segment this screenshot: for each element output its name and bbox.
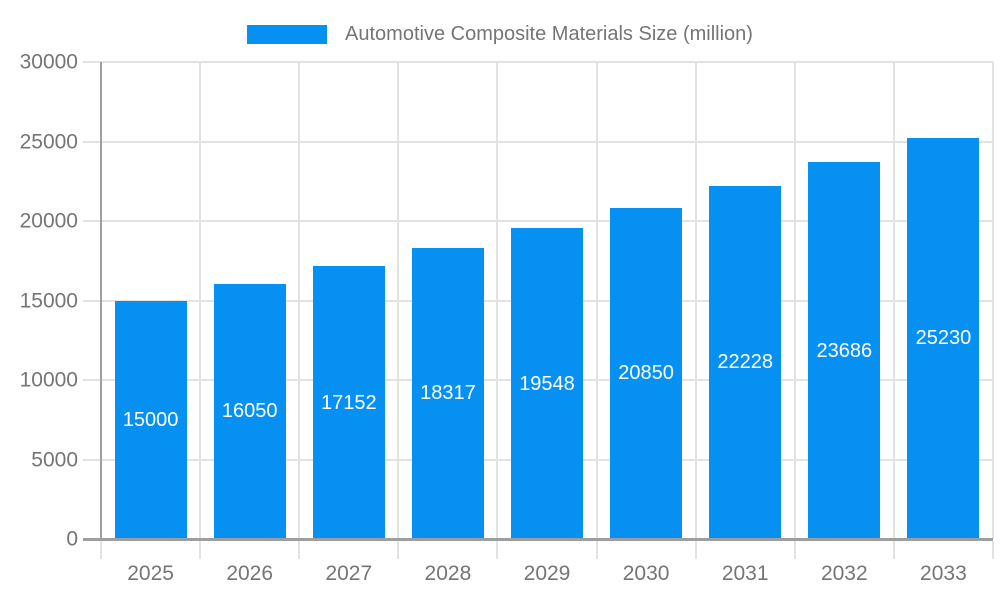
x-axis-tick xyxy=(694,541,697,559)
x-gridline xyxy=(892,62,895,539)
y-axis-tick xyxy=(83,299,101,302)
bar xyxy=(213,283,286,539)
y-axis-label: 30000 xyxy=(19,50,78,74)
bar-value-label: 17152 xyxy=(320,391,377,414)
x-axis-tick xyxy=(397,541,400,559)
bar-value-label: 19548 xyxy=(519,372,575,395)
x-gridline xyxy=(496,62,499,539)
y-axis-tick xyxy=(83,140,101,143)
x-axis-label: 2026 xyxy=(226,562,274,585)
x-gridline xyxy=(694,62,697,539)
y-axis-label: 15000 xyxy=(19,289,78,312)
bar xyxy=(411,247,484,539)
x-axis-tick xyxy=(298,541,301,559)
x-gridline xyxy=(793,62,796,539)
x-axis-tick xyxy=(199,541,202,559)
bar-value-label: 25230 xyxy=(915,327,972,350)
bar xyxy=(312,266,385,539)
y-axis-label: 20000 xyxy=(19,209,78,233)
y-axis-tick xyxy=(83,220,101,222)
x-axis-label: 2028 xyxy=(424,562,472,585)
x-axis-label: 2031 xyxy=(721,562,769,585)
x-gridline xyxy=(397,62,400,539)
bar-value-label: 22228 xyxy=(717,351,773,374)
x-gridline xyxy=(298,62,301,539)
y-axis-tick xyxy=(83,379,101,381)
x-gridline xyxy=(595,62,598,539)
bar xyxy=(907,137,980,539)
bar xyxy=(610,207,683,539)
legend-swatch xyxy=(247,24,328,44)
x-gridline xyxy=(199,62,202,539)
x-axis-tick xyxy=(100,541,102,559)
x-axis-label: 2025 xyxy=(127,562,174,585)
y-gridline xyxy=(101,140,993,143)
y-axis-label: 25000 xyxy=(19,130,78,153)
x-axis-label: 2033 xyxy=(920,562,967,585)
x-axis-label: 2030 xyxy=(622,562,670,585)
x-axis-label: 2027 xyxy=(325,562,373,585)
bar-value-label: 23686 xyxy=(816,339,873,362)
y-axis-tick xyxy=(83,458,101,461)
x-axis-tick xyxy=(793,541,796,559)
bar xyxy=(808,162,881,539)
bar-value-label: 16050 xyxy=(221,400,278,423)
bar xyxy=(511,228,583,539)
x-axis-tick xyxy=(496,541,499,559)
x-axis-label: 2032 xyxy=(820,562,868,585)
y-axis-label: 0 xyxy=(66,527,78,551)
x-axis-label: 2029 xyxy=(523,562,571,585)
x-axis-tick xyxy=(595,541,598,559)
bar xyxy=(709,185,782,539)
bar xyxy=(114,300,187,539)
x-axis-tick xyxy=(992,541,994,559)
legend-label: Automotive Composite Materials Size (mil… xyxy=(345,23,753,45)
x-axis-tick xyxy=(892,541,895,559)
legend: Automotive Composite Materials Size (mil… xyxy=(0,14,1000,54)
x-gridline xyxy=(992,62,994,539)
y-axis-label: 5000 xyxy=(31,448,78,471)
y-axis-label: 10000 xyxy=(19,368,78,392)
y-axis-tick xyxy=(83,61,101,63)
bar-value-label: 18317 xyxy=(420,382,476,405)
bar-value-label: 20850 xyxy=(618,362,674,385)
y-gridline xyxy=(101,61,993,63)
y-gridline xyxy=(101,220,993,222)
bar-value-label: 15000 xyxy=(122,408,179,431)
x-axis-line xyxy=(83,538,993,541)
y-axis-line xyxy=(100,62,102,539)
